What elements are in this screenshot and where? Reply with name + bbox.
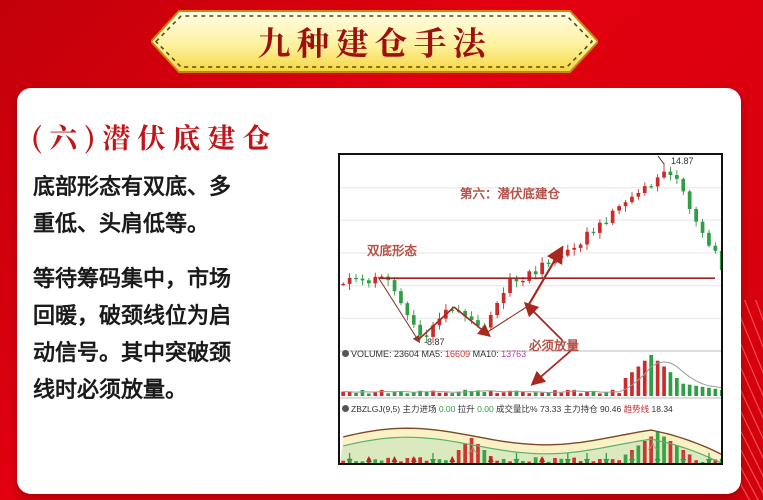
svg-text:人: 人 (647, 439, 658, 452)
svg-text:人: 人 (468, 443, 479, 456)
